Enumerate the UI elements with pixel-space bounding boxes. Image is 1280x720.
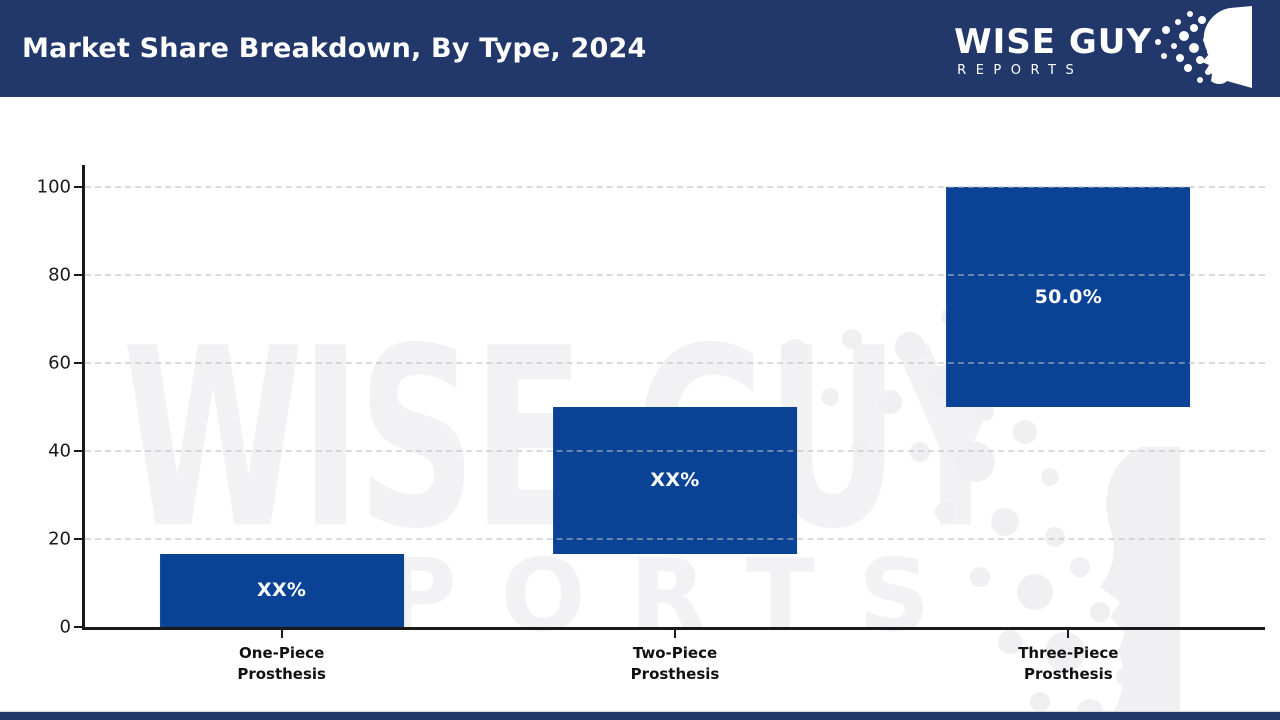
y-axis-spine bbox=[82, 165, 85, 630]
bar-value-label: XX% bbox=[257, 579, 307, 602]
y-tick-mark bbox=[74, 626, 82, 628]
x-category-line2: Prosthesis bbox=[237, 665, 326, 683]
x-category-label: Three-Piece Prosthesis bbox=[948, 643, 1188, 685]
gridline bbox=[85, 538, 1265, 540]
gridline bbox=[85, 186, 1265, 188]
y-tick-mark bbox=[74, 362, 82, 364]
gridline bbox=[85, 274, 1265, 276]
y-tick-label: 60 bbox=[48, 352, 71, 374]
x-category-label: Two-Piece Prosthesis bbox=[555, 643, 795, 685]
y-tick-mark bbox=[74, 274, 82, 276]
y-tick-label: 100 bbox=[36, 176, 71, 198]
page-title: Market Share Breakdown, By Type, 2024 bbox=[22, 33, 647, 64]
footer-divider bbox=[0, 711, 1280, 712]
gridline bbox=[85, 450, 1265, 452]
wiseguy-logo: WISE GUY REPORTS bbox=[954, 4, 1252, 94]
bar-value-label: 50.0% bbox=[1034, 286, 1103, 308]
x-category-label: One-Piece Prosthesis bbox=[162, 643, 402, 685]
y-tick-label: 80 bbox=[48, 264, 71, 286]
x-tick-mark bbox=[674, 630, 676, 638]
bar-2: XX% bbox=[553, 407, 797, 554]
y-tick-mark bbox=[74, 186, 82, 188]
logo-subtext: REPORTS bbox=[957, 62, 1084, 78]
logo-wordmark: WISE GUY bbox=[954, 21, 1152, 62]
y-tick-label: 40 bbox=[48, 440, 71, 462]
header-bar: Market Share Breakdown, By Type, 2024 WI… bbox=[0, 0, 1280, 97]
wiseguy-head-icon bbox=[1148, 4, 1252, 94]
footer-bar bbox=[0, 712, 1280, 720]
x-axis-spine bbox=[82, 627, 1265, 630]
x-category-line1: Two-Piece bbox=[632, 644, 718, 662]
bar-value-label: XX% bbox=[650, 469, 700, 492]
x-category-line2: Prosthesis bbox=[630, 665, 720, 683]
x-tick-mark bbox=[280, 630, 283, 638]
x-category-line2: Prosthesis bbox=[1024, 665, 1113, 683]
y-tick-label: 0 bbox=[59, 616, 71, 638]
x-category-line1: One-Piece bbox=[239, 644, 325, 662]
plot-area: 0 20 40 60 80 100 XX% One-Piece Prosthesis XX% Two… bbox=[37, 165, 1265, 683]
logo-text: WISE GUY REPORTS bbox=[954, 25, 1152, 77]
y-tick-label: 20 bbox=[48, 528, 71, 550]
y-tick-mark bbox=[74, 538, 82, 540]
gridline bbox=[85, 362, 1265, 364]
x-tick-mark bbox=[1067, 630, 1070, 638]
x-category-line1: Three-Piece bbox=[1018, 644, 1119, 662]
bar-3: 50.0% bbox=[946, 187, 1191, 407]
y-tick-mark bbox=[74, 450, 82, 452]
bar-1: XX% bbox=[159, 553, 404, 627]
